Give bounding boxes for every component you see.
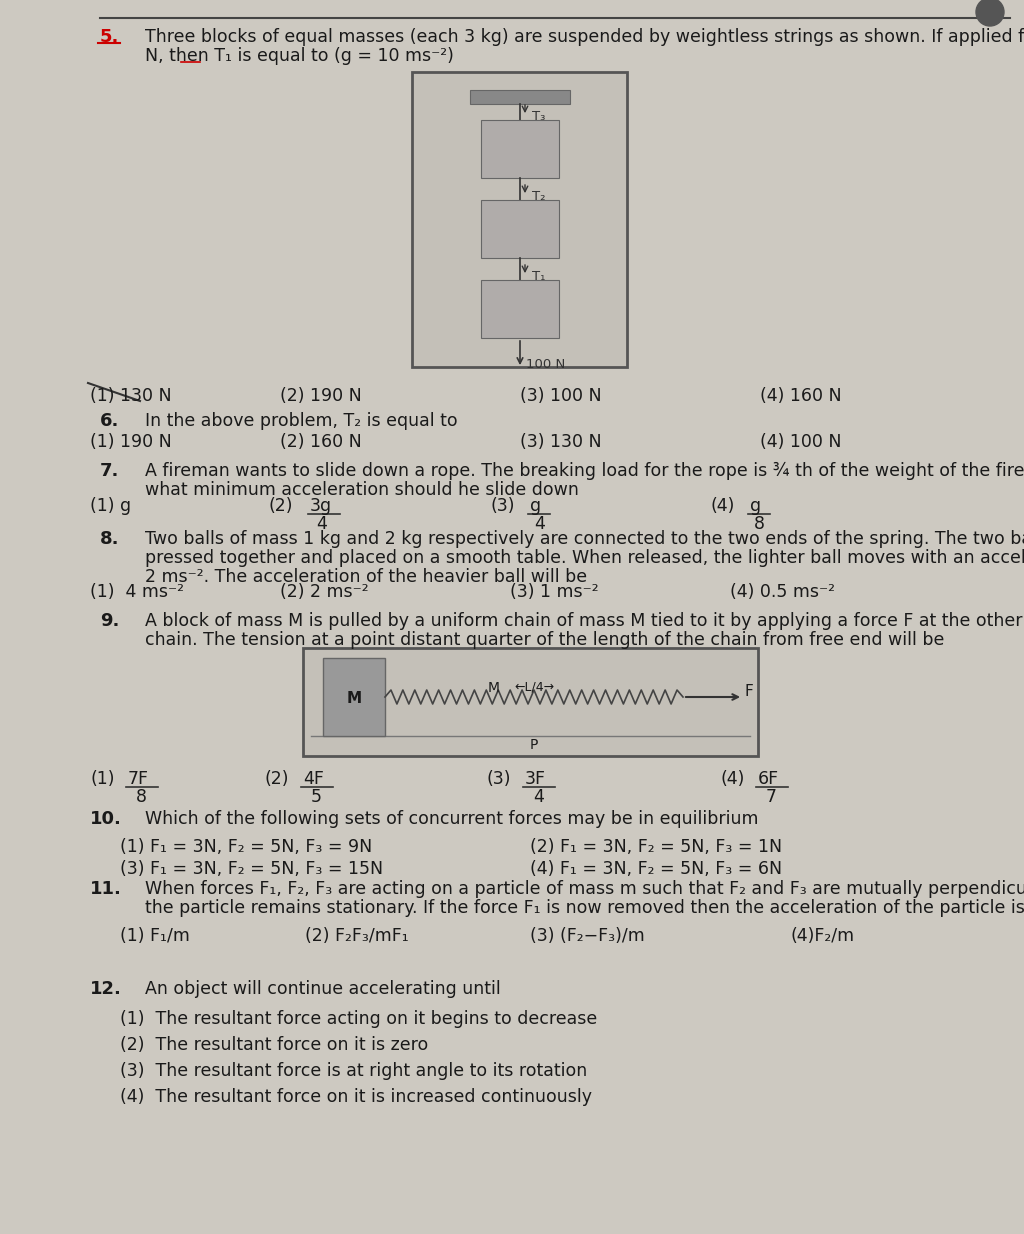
Text: (1) 190 N: (1) 190 N: [90, 433, 172, 450]
Text: (3) 1 ms⁻²: (3) 1 ms⁻²: [510, 582, 599, 601]
Text: 5.: 5.: [100, 28, 120, 46]
Text: T₂: T₂: [532, 190, 546, 204]
Text: (2): (2): [265, 770, 290, 789]
Text: (2) F₂F₃/mF₁: (2) F₂F₃/mF₁: [305, 927, 409, 945]
Text: 12.: 12.: [90, 980, 122, 998]
Text: (4)F₂/m: (4)F₂/m: [790, 927, 854, 945]
Text: (2) 2 ms⁻²: (2) 2 ms⁻²: [280, 582, 369, 601]
Text: 4F: 4F: [303, 770, 324, 789]
Text: 4: 4: [316, 515, 327, 533]
Text: pressed together and placed on a smooth table. When released, the lighter ball m: pressed together and placed on a smooth …: [145, 549, 1024, 566]
Text: M: M: [488, 681, 500, 695]
Bar: [481, 120, 559, 178]
Bar: [481, 280, 559, 338]
Text: 9.: 9.: [100, 612, 120, 631]
Text: F: F: [745, 685, 754, 700]
Text: T₁: T₁: [532, 270, 546, 283]
Text: P: P: [529, 738, 539, 752]
Text: When forces F₁, F₂, F₃ are acting on a particle of mass m such that F₂ and F₃ ar: When forces F₁, F₂, F₃ are acting on a p…: [145, 880, 1024, 898]
Text: (1) F₁/m: (1) F₁/m: [120, 927, 189, 945]
Text: 11.: 11.: [90, 880, 122, 898]
Text: (1)  The resultant force acting on it begins to decrease: (1) The resultant force acting on it beg…: [120, 1009, 597, 1028]
Text: (2)  The resultant force on it is zero: (2) The resultant force on it is zero: [120, 1037, 428, 1054]
Text: M: M: [346, 691, 361, 706]
Text: g: g: [750, 497, 761, 515]
Text: (3) 130 N: (3) 130 N: [520, 433, 602, 450]
Text: (1) g: (1) g: [90, 497, 131, 515]
Text: 3F: 3F: [525, 770, 546, 789]
Text: 8.: 8.: [100, 529, 120, 548]
Text: (3): (3): [490, 497, 514, 515]
Text: 8: 8: [754, 515, 765, 533]
Text: 3g: 3g: [310, 497, 332, 515]
Text: A fireman wants to slide down a rope. The breaking load for the rope is ¾ th of : A fireman wants to slide down a rope. Th…: [145, 462, 1024, 480]
Text: 5: 5: [311, 789, 322, 806]
Text: (1): (1): [90, 770, 115, 789]
Text: (2) F₁ = 3N, F₂ = 5N, F₃ = 1N: (2) F₁ = 3N, F₂ = 5N, F₃ = 1N: [530, 838, 782, 856]
Text: 6.: 6.: [100, 412, 120, 429]
Text: (4): (4): [720, 770, 744, 789]
Bar: [481, 200, 559, 258]
Text: 6F: 6F: [758, 770, 779, 789]
Text: (3): (3): [487, 770, 512, 789]
Text: (2): (2): [268, 497, 293, 515]
Text: (3)  The resultant force is at right angle to its rotation: (3) The resultant force is at right angl…: [120, 1062, 587, 1080]
Text: Three blocks of equal masses (each 3 kg) are suspended by weightless strings as : Three blocks of equal masses (each 3 kg)…: [145, 28, 1024, 46]
Text: N, then T₁ is equal to (g = 10 ms⁻²): N, then T₁ is equal to (g = 10 ms⁻²): [145, 47, 454, 65]
Text: (4) 0.5 ms⁻²: (4) 0.5 ms⁻²: [730, 582, 835, 601]
Text: 8: 8: [136, 789, 147, 806]
Text: 7F: 7F: [128, 770, 150, 789]
Bar: [412, 72, 627, 366]
Text: (4) 100 N: (4) 100 N: [760, 433, 842, 450]
Text: chain. The tension at a point distant quarter of the length of the chain from fr: chain. The tension at a point distant qu…: [145, 631, 944, 649]
Text: (1) 130 N: (1) 130 N: [90, 387, 172, 405]
Text: (4): (4): [710, 497, 734, 515]
Text: Which of the following sets of concurrent forces may be in equilibrium: Which of the following sets of concurren…: [145, 810, 759, 828]
Text: ←L/4→: ←L/4→: [514, 681, 554, 694]
Text: 7.: 7.: [100, 462, 120, 480]
Text: 4: 4: [534, 789, 544, 806]
Text: T₃: T₃: [532, 110, 546, 123]
Text: the particle remains stationary. If the force F₁ is now removed then the acceler: the particle remains stationary. If the …: [145, 900, 1024, 917]
Text: (1) F₁ = 3N, F₂ = 5N, F₃ = 9N: (1) F₁ = 3N, F₂ = 5N, F₃ = 9N: [120, 838, 373, 856]
Bar: [323, 658, 385, 735]
Text: (1)  4 ms⁻²: (1) 4 ms⁻²: [90, 582, 184, 601]
Text: 4: 4: [534, 515, 545, 533]
Text: (4) 160 N: (4) 160 N: [760, 387, 842, 405]
Text: (3) (F₂−F₃)/m: (3) (F₂−F₃)/m: [530, 927, 645, 945]
Text: Two balls of mass 1 kg and 2 kg respectively are connected to the two ends of th: Two balls of mass 1 kg and 2 kg respecti…: [145, 529, 1024, 548]
Text: (2) 190 N: (2) 190 N: [280, 387, 361, 405]
Text: (4)  The resultant force on it is increased continuously: (4) The resultant force on it is increas…: [120, 1088, 592, 1106]
Text: 100 N: 100 N: [526, 358, 565, 371]
Text: 7: 7: [766, 789, 777, 806]
Text: 2 ms⁻². The acceleration of the heavier ball will be: 2 ms⁻². The acceleration of the heavier …: [145, 568, 587, 586]
Bar: [303, 648, 758, 756]
Text: (3) 100 N: (3) 100 N: [520, 387, 602, 405]
Text: (4) F₁ = 3N, F₂ = 5N, F₃ = 6N: (4) F₁ = 3N, F₂ = 5N, F₃ = 6N: [530, 860, 782, 879]
Bar: [470, 90, 570, 104]
Text: what minimum acceleration should he slide down: what minimum acceleration should he slid…: [145, 481, 579, 499]
Text: In the above problem, T₂ is equal to: In the above problem, T₂ is equal to: [145, 412, 458, 429]
Text: An object will continue accelerating until: An object will continue accelerating unt…: [145, 980, 501, 998]
Circle shape: [976, 0, 1004, 26]
Text: A block of mass M is pulled by a uniform chain of mass M tied to it by applying : A block of mass M is pulled by a uniform…: [145, 612, 1024, 631]
Text: 10.: 10.: [90, 810, 122, 828]
Text: g: g: [530, 497, 541, 515]
Text: (2) 160 N: (2) 160 N: [280, 433, 361, 450]
Text: (3) F₁ = 3N, F₂ = 5N, F₃ = 15N: (3) F₁ = 3N, F₂ = 5N, F₃ = 15N: [120, 860, 383, 879]
